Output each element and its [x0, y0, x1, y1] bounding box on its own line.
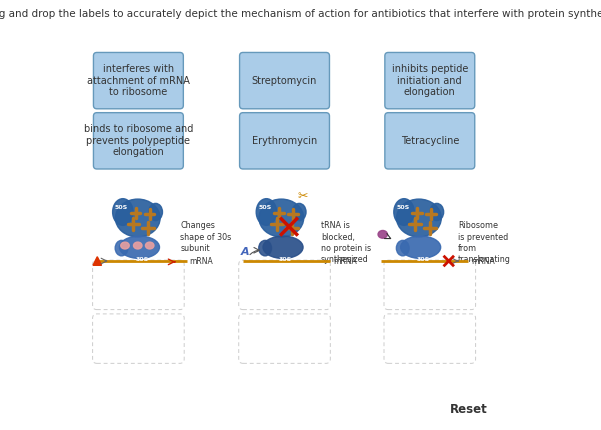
Text: mRNA: mRNA — [334, 257, 357, 265]
Text: Ribosome
is prevented
from
translocating: Ribosome is prevented from translocating — [458, 221, 511, 264]
FancyBboxPatch shape — [93, 314, 184, 363]
Ellipse shape — [401, 236, 441, 258]
Ellipse shape — [133, 242, 142, 249]
Ellipse shape — [396, 240, 409, 256]
Text: 50S: 50S — [115, 205, 128, 210]
FancyBboxPatch shape — [384, 260, 475, 310]
Ellipse shape — [259, 199, 304, 237]
Ellipse shape — [378, 230, 388, 238]
Ellipse shape — [397, 199, 441, 237]
Ellipse shape — [394, 199, 414, 225]
Text: interferes with
attachment of mRNA
to ribosome: interferes with attachment of mRNA to ri… — [87, 64, 190, 97]
Ellipse shape — [293, 203, 306, 221]
FancyBboxPatch shape — [240, 113, 329, 169]
Text: 30S: 30S — [135, 257, 148, 262]
Text: Erythromycin: Erythromycin — [252, 136, 317, 146]
FancyBboxPatch shape — [93, 52, 183, 109]
Text: mRNA: mRNA — [471, 257, 495, 265]
Text: 30S: 30S — [279, 257, 292, 262]
Ellipse shape — [120, 236, 159, 258]
Ellipse shape — [145, 242, 154, 249]
Text: A: A — [241, 247, 249, 258]
Text: Reset: Reset — [450, 403, 487, 416]
Ellipse shape — [112, 199, 133, 225]
FancyBboxPatch shape — [93, 113, 183, 169]
Ellipse shape — [149, 203, 162, 221]
Text: binds to ribosome and
prevents polypeptide
elongation: binds to ribosome and prevents polypepti… — [84, 124, 193, 157]
Text: 50S: 50S — [396, 205, 409, 210]
Ellipse shape — [259, 240, 272, 256]
Text: ✂: ✂ — [297, 190, 308, 203]
Text: 30S: 30S — [416, 257, 430, 262]
FancyBboxPatch shape — [239, 260, 331, 310]
FancyBboxPatch shape — [239, 314, 331, 363]
Ellipse shape — [256, 199, 276, 225]
FancyBboxPatch shape — [240, 52, 329, 109]
FancyBboxPatch shape — [384, 314, 475, 363]
Text: Changes
shape of 30s
subunit: Changes shape of 30s subunit — [180, 221, 231, 253]
Text: inhibits peptide
initiation and
elongation: inhibits peptide initiation and elongati… — [392, 64, 468, 97]
Text: Drag and drop the labels to accurately depict the mechanism of action for antibi: Drag and drop the labels to accurately d… — [0, 9, 601, 19]
Text: Streptomycin: Streptomycin — [252, 76, 317, 86]
Polygon shape — [93, 257, 102, 265]
Text: mRNA: mRNA — [190, 257, 213, 265]
Text: 50S: 50S — [258, 205, 272, 210]
FancyBboxPatch shape — [385, 113, 475, 169]
Ellipse shape — [430, 203, 444, 221]
Ellipse shape — [263, 236, 303, 258]
FancyBboxPatch shape — [385, 52, 475, 109]
Ellipse shape — [115, 240, 128, 256]
Ellipse shape — [115, 199, 160, 237]
Ellipse shape — [121, 242, 129, 249]
FancyBboxPatch shape — [93, 260, 184, 310]
Text: tRNA is
blocked,
no protein is
synthesized: tRNA is blocked, no protein is synthesiz… — [321, 221, 371, 264]
Text: Tetracycline: Tetracycline — [401, 136, 459, 146]
